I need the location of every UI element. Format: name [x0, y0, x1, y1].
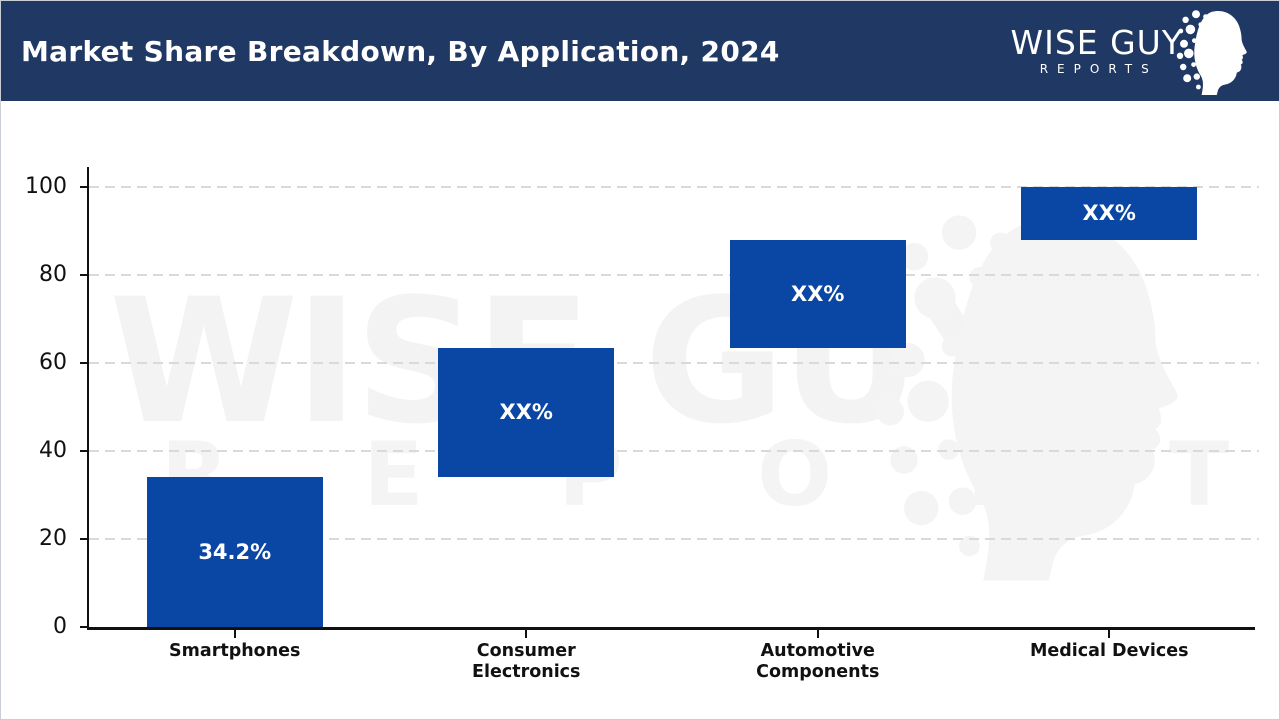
- y-axis-tick: [80, 362, 89, 364]
- y-axis-line: [87, 167, 89, 629]
- grid-line: [89, 362, 1259, 364]
- y-tick-label: 40: [39, 438, 67, 463]
- category-label: Medical Devices: [1029, 641, 1189, 661]
- y-axis-tick: [80, 538, 89, 540]
- grid-line: [89, 186, 1259, 188]
- watermark-head-icon: [876, 215, 1178, 581]
- bar-value-label: 34.2%: [198, 539, 272, 564]
- x-axis-tick: [1108, 630, 1111, 638]
- x-axis-tick: [816, 630, 819, 638]
- x-axis-tick: [233, 630, 236, 638]
- x-axis-line: [87, 627, 1255, 630]
- grid-line: [89, 538, 1259, 540]
- bar-smartphones: 34.2%: [146, 476, 323, 627]
- watermark-brand-subname: R E P O R T S: [161, 423, 1279, 526]
- x-axis-tick: [525, 630, 528, 638]
- bar-value-label: XX%: [791, 281, 845, 306]
- bar-consumer-electronics: XX%: [438, 348, 615, 477]
- header-bar: Market Share Breakdown, By Application, …: [1, 1, 1279, 101]
- grid-line: [89, 450, 1259, 452]
- y-tick-label: 60: [39, 350, 67, 375]
- brand-logo: WISE GUY REPORTS: [1010, 7, 1251, 95]
- y-tick-label: 80: [39, 262, 67, 287]
- brand-logo-text: WISE GUY REPORTS: [1010, 26, 1183, 76]
- category-label: Consumer Electronics: [472, 641, 581, 682]
- bar-medical-devices: XX%: [1021, 187, 1198, 240]
- brand-name: WISE GUY: [1010, 23, 1183, 62]
- y-axis-tick: [80, 186, 89, 188]
- y-axis-tick: [80, 626, 89, 628]
- y-tick-label: 100: [25, 174, 67, 199]
- bar-value-label: XX%: [499, 400, 553, 425]
- y-tick-label: 20: [39, 526, 67, 551]
- page-title: Market Share Breakdown, By Application, …: [21, 34, 780, 68]
- bar-value-label: XX%: [1082, 201, 1136, 226]
- category-label: Smartphones: [169, 641, 301, 661]
- bar-automotive-components: XX%: [729, 239, 906, 349]
- brand-head-icon: [1176, 10, 1247, 95]
- brand-subname: REPORTS: [1039, 62, 1158, 76]
- category-label: Automotive Components: [756, 641, 880, 682]
- y-axis-tick: [80, 450, 89, 452]
- y-axis-tick: [80, 274, 89, 276]
- grid-line: [89, 274, 1259, 276]
- y-tick-label: 0: [53, 614, 67, 639]
